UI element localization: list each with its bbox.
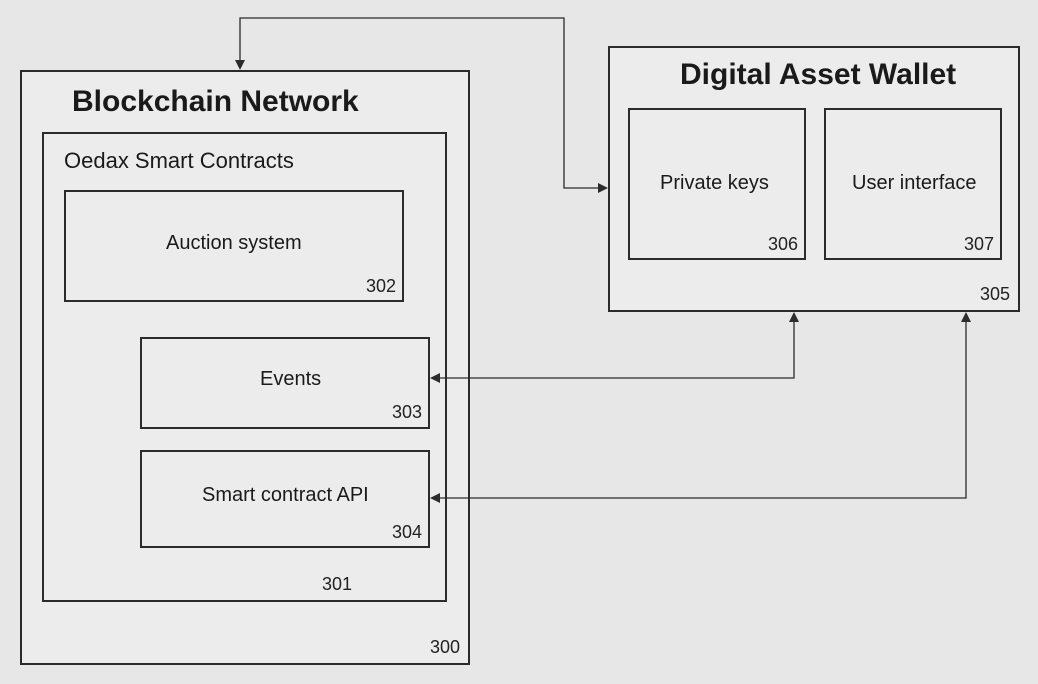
title-oedax-contracts: Oedax Smart Contracts: [64, 148, 294, 174]
title-private-keys: Private keys: [660, 172, 769, 195]
ref-auction-system: 302: [366, 276, 396, 297]
diagram-canvas: Blockchain Network 300 Oedax Smart Contrac…: [0, 0, 1038, 684]
ref-smart-contract-api: 304: [392, 522, 422, 543]
ref-events: 303: [392, 402, 422, 423]
ref-blockchain-network: 300: [430, 637, 460, 658]
title-smart-contract-api: Smart contract API: [202, 484, 369, 507]
title-auction-system: Auction system: [166, 232, 302, 255]
connector-api-to-wallet-userinterface: [440, 322, 966, 498]
title-events: Events: [260, 368, 321, 391]
title-user-interface: User interface: [852, 172, 977, 195]
ref-private-keys: 306: [768, 234, 798, 255]
title-blockchain-network: Blockchain Network: [72, 85, 359, 119]
connector-events-to-wallet-privatekeys: [440, 322, 794, 378]
title-wallet: Digital Asset Wallet: [680, 58, 956, 92]
ref-oedax-contracts: 301: [322, 574, 352, 595]
ref-user-interface: 307: [964, 234, 994, 255]
ref-wallet: 305: [980, 284, 1010, 305]
